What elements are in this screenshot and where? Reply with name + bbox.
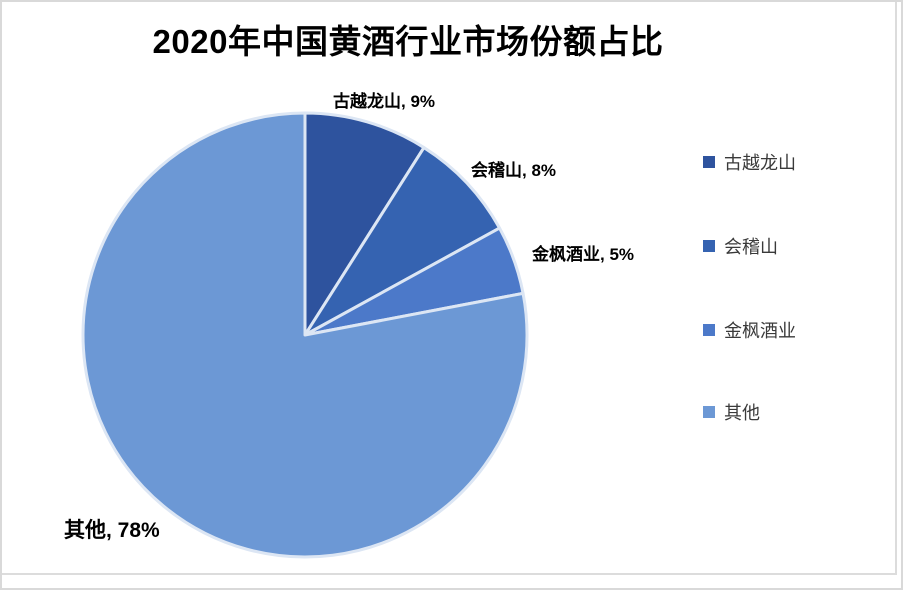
pie-slice-1 bbox=[303, 146, 502, 337]
legend-label: 古越龙山 bbox=[724, 153, 796, 173]
legend-swatch-qita bbox=[703, 406, 715, 418]
legend-label: 会稽山 bbox=[724, 237, 778, 257]
legend-swatch-guyuelongshan bbox=[703, 156, 715, 168]
legend-label: 其他 bbox=[724, 403, 760, 423]
legend-swatch-kuaijishan bbox=[703, 240, 715, 252]
pie-slice-0 bbox=[303, 111, 426, 337]
legend: 古越龙山 会稽山 金枫酒业 其他 bbox=[703, 2, 893, 588]
data-label-kuaijishan: 会稽山, 8% bbox=[471, 161, 557, 180]
legend-item-qita: 其他 bbox=[703, 401, 760, 423]
pie-slice-3 bbox=[81, 111, 529, 559]
legend-item-guyuelongshan: 古越龙山 bbox=[703, 151, 796, 173]
legend-item-kuaijishan: 会稽山 bbox=[703, 235, 778, 257]
data-label-qita: 其他, 78% bbox=[64, 519, 160, 542]
data-label-jinfengjiuye: 金枫酒业, 5% bbox=[532, 245, 635, 264]
data-label-guyuelongshan: 古越龙山, 9% bbox=[333, 92, 436, 111]
chart-title: 2020年中国黄酒行业市场份额占比 bbox=[152, 23, 664, 60]
legend-label: 金枫酒业 bbox=[724, 321, 796, 341]
legend-swatch-jinfengjiuye bbox=[703, 324, 715, 336]
legend-item-jinfengjiuye: 金枫酒业 bbox=[703, 319, 796, 341]
